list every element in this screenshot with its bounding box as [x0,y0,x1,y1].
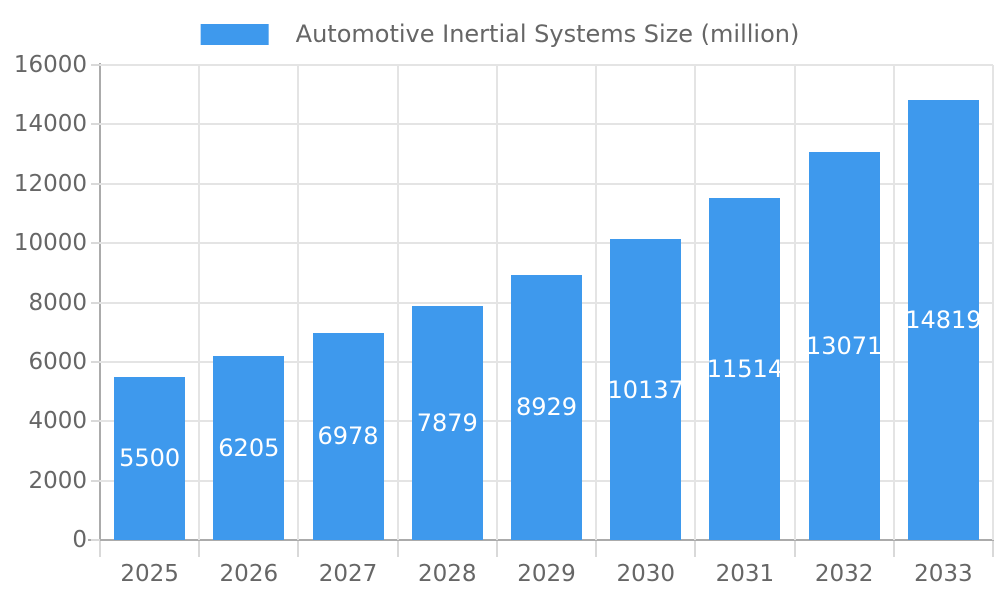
v-gridline [694,65,697,540]
bar[interactable] [114,376,186,540]
y-axis-tick [91,301,100,304]
legend-label: Automotive Inertial Systems Size (millio… [295,20,800,48]
x-tick-label: 2027 [318,561,378,587]
x-tick-label: 2031 [715,561,775,587]
y-axis-tick [91,64,100,66]
v-gridline [595,65,598,540]
x-axis-tick [99,541,101,557]
x-axis-tick [793,541,796,557]
y-tick-label: 6000 [28,348,87,375]
bar-value-label: 11514 [706,355,784,384]
y-tick-label: 2000 [28,467,87,494]
v-gridline [495,65,498,540]
x-axis-tick [595,541,598,557]
bar[interactable] [610,239,682,540]
bar-value-label: 10137 [607,375,684,404]
y-axis-tick [91,479,100,482]
h-gridline [100,242,993,245]
y-axis-tick [91,539,100,541]
bar-value-label: 14819 [905,306,982,335]
bar[interactable] [213,355,285,540]
bar-value-label: 6205 [218,433,280,462]
x-axis-line [88,539,994,541]
bar[interactable] [511,274,582,540]
y-tick-label: 4000 [28,408,87,435]
x-tick-label: 2032 [814,561,874,587]
x-tick-label: 2026 [219,561,279,587]
y-axis-tick [91,360,100,363]
bars-layer: 5500 6205 6978 7879 8929 10137 11514 13071 14819 [100,65,993,540]
v-gridline [198,65,201,540]
x-axis-tick [396,541,399,557]
x-tick-label: 2029 [517,561,576,587]
bar[interactable] [312,332,384,540]
v-gridline [297,65,300,540]
x-axis-tick [495,541,498,557]
h-gridline [100,123,993,126]
v-gridline [793,65,796,540]
bar-value-label: 7879 [416,409,478,438]
y-tick-label: 16000 [13,52,87,78]
y-axis-tick [91,182,100,185]
bar-value-label: 6978 [317,422,379,451]
x-axis-tick [297,541,300,557]
x-tick-label: 2033 [914,561,973,587]
y-tick-label: 12000 [13,170,87,197]
bar[interactable] [709,198,781,540]
legend-swatch [200,23,269,45]
bar[interactable] [411,306,483,540]
y-axis-tick [91,420,100,423]
x-tick-label: 2030 [616,561,675,587]
x-axis-tick [892,541,895,557]
v-gridline [992,65,994,540]
h-gridline [100,182,993,185]
bar[interactable] [808,151,880,540]
x-axis-tick [198,541,201,557]
x-axis-tick [694,541,697,557]
y-axis-tick [91,242,100,245]
h-gridline [100,64,993,66]
y-axis-tick [91,123,100,126]
chart-legend[interactable]: Automotive Inertial Systems Size (millio… [200,20,800,48]
bar-value-label: 5500 [119,444,181,473]
plot-area: 5500 6205 6978 7879 8929 10137 11514 13071 14819 [100,64,994,540]
x-axis-tick [992,541,994,557]
y-tick-label: 8000 [28,289,87,316]
v-gridline [396,65,399,540]
y-tick-label: 0 [72,527,87,553]
bar-value-label: 13071 [805,331,883,360]
x-tick-label: 2028 [417,561,477,587]
v-gridline [892,65,895,540]
x-tick-label: 2025 [120,561,179,587]
bar[interactable] [907,100,979,540]
bar-value-label: 8929 [515,393,578,422]
y-tick-label: 14000 [13,111,87,138]
y-tick-label: 10000 [13,230,87,257]
